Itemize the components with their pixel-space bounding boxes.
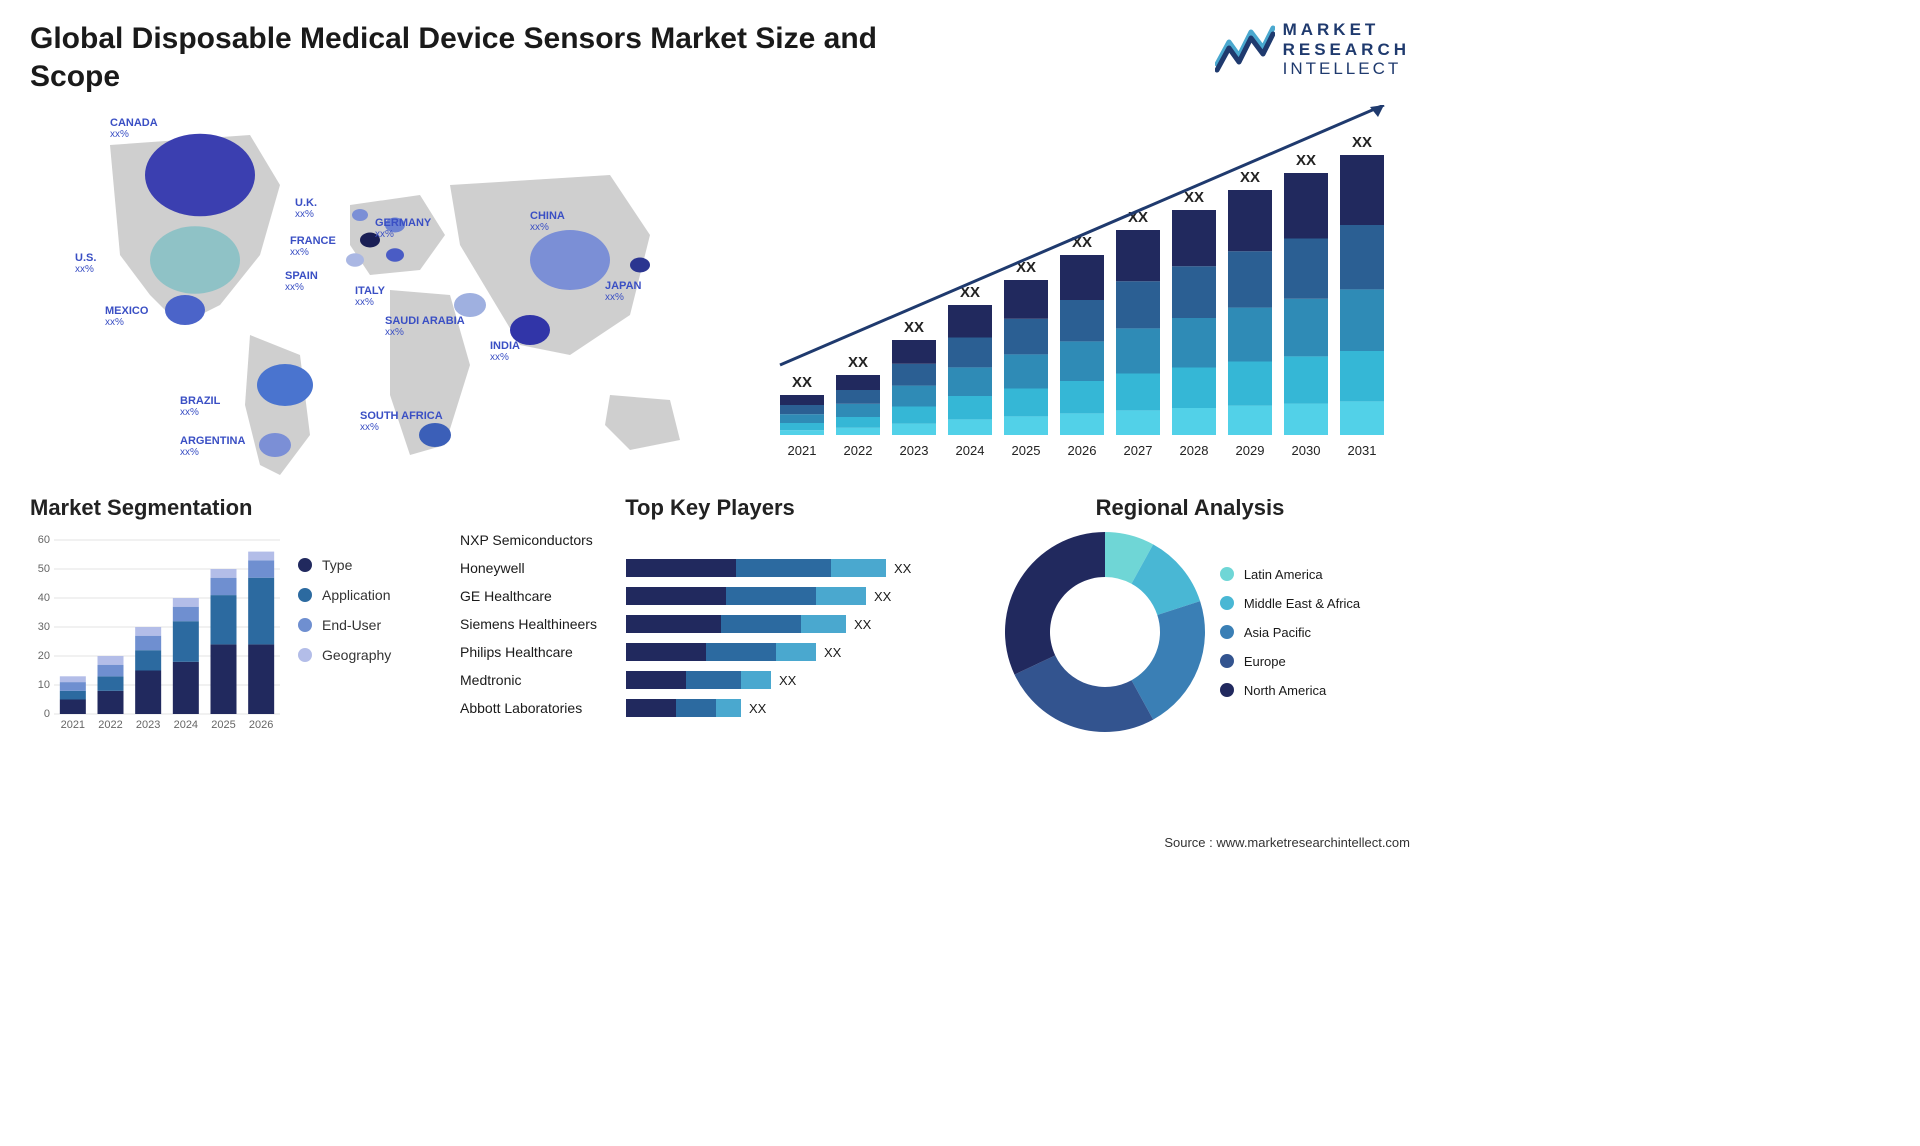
logo-line2: RESEARCH bbox=[1283, 40, 1410, 60]
map-label: SOUTH AFRICAxx% bbox=[360, 410, 443, 433]
regional-donut-chart bbox=[1000, 527, 1210, 737]
svg-text:2030: 2030 bbox=[1292, 443, 1321, 458]
brand-logo: MARKET RESEARCH INTELLECT bbox=[1215, 20, 1410, 79]
map-label: MEXICOxx% bbox=[105, 305, 148, 328]
player-name: NXP Semiconductors bbox=[460, 532, 620, 548]
map-label: ARGENTINAxx% bbox=[180, 435, 245, 458]
svg-text:XX: XX bbox=[1352, 134, 1372, 151]
map-label: BRAZILxx% bbox=[180, 395, 220, 418]
map-label: U.S.xx% bbox=[75, 252, 96, 275]
logo-line3: INTELLECT bbox=[1283, 59, 1410, 79]
svg-text:30: 30 bbox=[38, 621, 50, 633]
svg-text:XX: XX bbox=[792, 374, 812, 391]
map-label: INDIAxx% bbox=[490, 340, 520, 363]
svg-text:XX: XX bbox=[1240, 169, 1260, 186]
map-label: SPAINxx% bbox=[285, 270, 318, 293]
map-label: FRANCExx% bbox=[290, 235, 336, 258]
svg-text:2022: 2022 bbox=[844, 443, 873, 458]
svg-text:2026: 2026 bbox=[1068, 443, 1097, 458]
player-value: XX bbox=[894, 561, 911, 576]
legend-item: Middle East & Africa bbox=[1220, 596, 1360, 611]
player-name: Philips Healthcare bbox=[460, 644, 620, 660]
player-name: Medtronic bbox=[460, 672, 620, 688]
map-label: CANADAxx% bbox=[110, 117, 158, 140]
players-chart: NXP SemiconductorsHoneywellXXGE Healthca… bbox=[460, 527, 960, 721]
svg-text:2026: 2026 bbox=[249, 719, 273, 731]
player-row: Abbott Laboratories XX bbox=[460, 695, 960, 721]
player-value: XX bbox=[854, 617, 871, 632]
regional-title: Regional Analysis bbox=[970, 495, 1410, 521]
segmentation-chart: 0 10 20 30 40 50 60 2021 2022 2023 2024 2025 2026 bbox=[30, 527, 280, 737]
svg-text:2025: 2025 bbox=[211, 719, 235, 731]
legend-item: Latin America bbox=[1220, 567, 1360, 582]
player-name: Siemens Healthineers bbox=[460, 616, 620, 632]
svg-text:10: 10 bbox=[38, 679, 50, 691]
map-label: CHINAxx% bbox=[530, 210, 565, 233]
svg-text:XX: XX bbox=[1184, 189, 1204, 206]
legend-item: Geography bbox=[298, 647, 391, 663]
map-label: SAUDI ARABIAxx% bbox=[385, 315, 465, 338]
player-value: XX bbox=[824, 645, 841, 660]
player-name: GE Healthcare bbox=[460, 588, 620, 604]
svg-text:2021: 2021 bbox=[788, 443, 817, 458]
logo-line1: MARKET bbox=[1283, 20, 1410, 40]
player-row: Medtronic XX bbox=[460, 667, 960, 693]
legend-item: North America bbox=[1220, 683, 1360, 698]
svg-text:0: 0 bbox=[44, 708, 50, 720]
map-label: GERMANYxx% bbox=[375, 217, 431, 240]
svg-text:2021: 2021 bbox=[61, 719, 85, 731]
players-title: Top Key Players bbox=[460, 495, 960, 521]
legend-item: End-User bbox=[298, 617, 391, 633]
map-label: ITALYxx% bbox=[355, 285, 385, 308]
regional-legend: Latin America Middle East & Africa Asia Pa… bbox=[1220, 567, 1360, 698]
svg-text:2025: 2025 bbox=[1012, 443, 1041, 458]
svg-text:2023: 2023 bbox=[136, 719, 160, 731]
player-name: Abbott Laboratories bbox=[460, 700, 620, 716]
svg-text:XX: XX bbox=[1296, 152, 1316, 169]
player-row: Siemens Healthineers XX bbox=[460, 611, 960, 637]
player-row: GE Healthcare XX bbox=[460, 583, 960, 609]
svg-text:2028: 2028 bbox=[1180, 443, 1209, 458]
svg-text:2024: 2024 bbox=[174, 719, 198, 731]
svg-text:2029: 2029 bbox=[1236, 443, 1265, 458]
player-row: Philips Healthcare XX bbox=[460, 639, 960, 665]
svg-text:XX: XX bbox=[848, 354, 868, 371]
svg-text:20: 20 bbox=[38, 650, 50, 662]
segmentation-title: Market Segmentation bbox=[30, 495, 450, 521]
svg-text:2024: 2024 bbox=[956, 443, 985, 458]
world-map: CANADAxx% U.S.xx% MEXICOxx% BRAZILxx% ARGENT… bbox=[30, 105, 730, 485]
player-row: Honeywell XX bbox=[460, 555, 960, 581]
legend-item: Type bbox=[298, 557, 391, 573]
svg-text:60: 60 bbox=[38, 534, 50, 546]
map-label: JAPANxx% bbox=[605, 280, 641, 303]
player-value: XX bbox=[749, 701, 766, 716]
growth-bar-chart: XX 2021 XX 2022 XX 2023 XX 2024 XX 2025 XX 2026 XX 20… bbox=[770, 105, 1410, 485]
legend-item: Asia Pacific bbox=[1220, 625, 1360, 640]
svg-text:2023: 2023 bbox=[900, 443, 929, 458]
page-title: Global Disposable Medical Device Sensors… bbox=[30, 20, 930, 95]
player-value: XX bbox=[779, 673, 796, 688]
player-row: NXP Semiconductors bbox=[460, 527, 960, 553]
source-attribution: Source : www.marketresearchintellect.com bbox=[1164, 835, 1410, 850]
legend-item: Application bbox=[298, 587, 391, 603]
svg-text:XX: XX bbox=[904, 319, 924, 336]
segmentation-legend: Type Application End-User Geography bbox=[298, 557, 391, 663]
legend-item: Europe bbox=[1220, 654, 1360, 669]
svg-text:50: 50 bbox=[38, 563, 50, 575]
svg-text:40: 40 bbox=[38, 592, 50, 604]
map-label: U.K.xx% bbox=[295, 197, 317, 220]
player-value: XX bbox=[874, 589, 891, 604]
svg-text:2022: 2022 bbox=[98, 719, 122, 731]
svg-text:2031: 2031 bbox=[1348, 443, 1377, 458]
player-name: Honeywell bbox=[460, 560, 620, 576]
svg-text:2027: 2027 bbox=[1124, 443, 1153, 458]
